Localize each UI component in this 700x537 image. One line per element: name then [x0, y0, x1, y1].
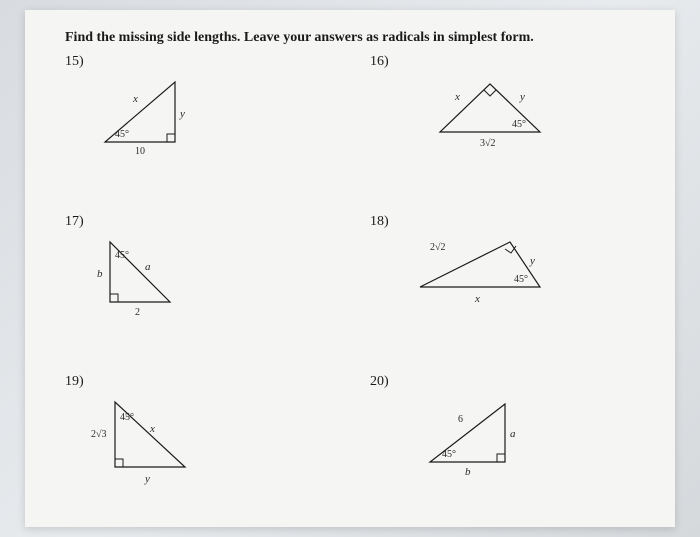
label-left: 2√3: [91, 429, 107, 440]
problem-17: 17) 45° b a 2: [65, 214, 330, 364]
problem-grid: 15) x y 45° 10 16) x y: [65, 54, 635, 524]
problem-19: 19) 45° 2√3 x y: [65, 374, 330, 524]
label-b: b: [465, 466, 471, 478]
label-a: a: [510, 428, 516, 440]
label-y: y: [529, 255, 535, 267]
angle-label: 45°: [512, 119, 526, 130]
angle-label: 45°: [442, 449, 456, 460]
label-a: a: [145, 261, 151, 273]
triangle-17: 45° b a 2: [95, 232, 195, 327]
right-angle-mark: [167, 134, 175, 142]
triangle-20: 6 a 45° b: [420, 392, 530, 487]
triangle-18: 2√2 y 45° x: [410, 232, 560, 317]
right-angle-mark: [484, 90, 496, 96]
label-b: b: [97, 268, 103, 280]
label-x: x: [149, 423, 155, 435]
base-label: 10: [135, 146, 145, 157]
problem-number: 17): [65, 214, 84, 230]
problem-number: 19): [65, 374, 84, 390]
angle-label: 45°: [514, 274, 528, 285]
label-x: x: [454, 91, 460, 103]
right-angle-mark: [497, 454, 505, 462]
label-y: y: [519, 91, 525, 103]
triangle-16: x y 45° 3√2: [430, 72, 560, 157]
label-y: y: [179, 108, 185, 120]
triangle-19: 45° 2√3 x y: [95, 392, 205, 492]
instruction-text: Find the missing side lengths. Leave you…: [65, 30, 635, 46]
problem-18: 18) 2√2 y 45° x: [370, 214, 635, 364]
worksheet-page: Find the missing side lengths. Leave you…: [25, 10, 675, 527]
label-left: 2√2: [430, 242, 446, 253]
label-hyp: 6: [458, 414, 463, 425]
triangle-15: x y 45° 10: [95, 72, 205, 167]
problem-number: 16): [370, 54, 389, 70]
problem-16: 16) x y 45° 3√2: [370, 54, 635, 204]
problem-20: 20) 6 a 45° b: [370, 374, 635, 524]
right-angle-mark: [110, 294, 118, 302]
angle-label: 45°: [115, 129, 129, 140]
problem-number: 15): [65, 54, 84, 70]
right-angle-mark: [115, 459, 123, 467]
problem-number: 20): [370, 374, 389, 390]
angle-label: 45°: [120, 412, 134, 423]
label-x: x: [474, 293, 480, 305]
angle-label: 45°: [115, 250, 129, 261]
base-label: 3√2: [480, 138, 496, 149]
problem-15: 15) x y 45° 10: [65, 54, 330, 204]
problem-number: 18): [370, 214, 389, 230]
base-label: 2: [135, 307, 140, 318]
label-y: y: [144, 473, 150, 485]
label-x: x: [132, 93, 138, 105]
